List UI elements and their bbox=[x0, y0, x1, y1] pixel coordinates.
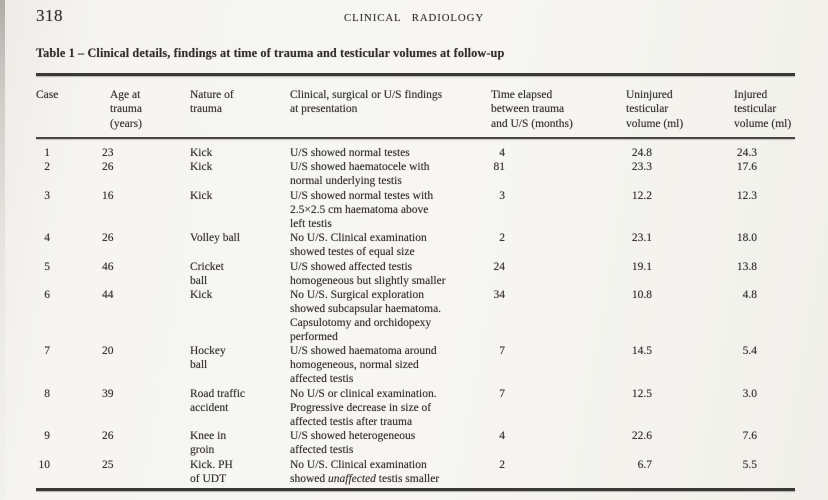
cell-nature: Kick. PH of UDT bbox=[190, 458, 233, 485]
col-header-case: Case bbox=[36, 89, 59, 101]
table-body: 1 23 Kick U/S showed normal testes 4 24.… bbox=[36, 146, 795, 486]
cell-age: 25 bbox=[102, 458, 114, 471]
table-row: 3 16 Kick U/S showed normal testes with 2… bbox=[36, 189, 795, 231]
col-header-nature: Nature of trauma bbox=[190, 89, 234, 116]
cell-injured-volume: 24.3 bbox=[736, 147, 757, 159]
table-row: 7 20 Hockey ball U/S showed haematoma ar… bbox=[36, 344, 795, 386]
table-row: 9 26 Knee in groin U/S showed heterogene… bbox=[36, 429, 795, 457]
cell-time-elapsed: 34 bbox=[493, 288, 506, 301]
cell-time-elapsed: 3 bbox=[499, 189, 505, 202]
cell-nature: Volley ball bbox=[190, 232, 240, 245]
col-header-time-elapsed: Time elapsed between trauma and U/S (mon… bbox=[491, 89, 573, 130]
cell-uninjured-volume: 10.8 bbox=[631, 288, 652, 301]
cell-nature: Kick bbox=[190, 161, 213, 174]
cell-age: 39 bbox=[102, 387, 114, 400]
cell-age: 26 bbox=[102, 232, 114, 245]
cell-age: 23 bbox=[102, 147, 114, 159]
cell-case: 6 bbox=[44, 288, 50, 301]
cell-findings: No U/S. Clinical examination showed teste… bbox=[290, 232, 427, 259]
cell-nature: Hockey ball bbox=[190, 345, 226, 372]
table-bottom-rule bbox=[36, 488, 795, 491]
cell-age: 46 bbox=[102, 260, 114, 273]
cell-injured-volume: 4.8 bbox=[742, 288, 757, 301]
col-header-findings: Clinical, surgical or U/S findings at pr… bbox=[290, 89, 443, 116]
col-header-age: Age at trauma (years) bbox=[110, 89, 142, 130]
cell-uninjured-volume: 24.8 bbox=[631, 147, 652, 159]
cell-nature: Kick bbox=[190, 147, 213, 159]
cell-nature: Knee in groin bbox=[190, 430, 227, 457]
cell-injured-volume: 17.6 bbox=[736, 161, 757, 174]
cell-injured-volume: 13.8 bbox=[736, 260, 757, 273]
cell-time-elapsed: 7 bbox=[499, 345, 505, 358]
cell-case: 1 bbox=[44, 147, 50, 159]
table-row: 4 26 Volley ball No U/S. Clinical examin… bbox=[36, 231, 795, 259]
cell-case: 7 bbox=[44, 345, 50, 358]
table-top-rule bbox=[36, 73, 795, 76]
cell-findings: No U/S. Clinical examination showed unaff… bbox=[290, 458, 440, 485]
cell-time-elapsed: 7 bbox=[499, 387, 505, 400]
cell-time-elapsed: 4 bbox=[499, 147, 505, 159]
table-row: 5 46 Cricket ball U/S showed affected te… bbox=[36, 260, 795, 288]
cell-uninjured-volume: 6.7 bbox=[637, 458, 652, 471]
cell-age: 44 bbox=[102, 288, 114, 301]
table-title: Table 1 – Clinical details, findings at … bbox=[36, 46, 505, 60]
cell-findings: U/S showed heterogeneous affected testis bbox=[290, 430, 416, 457]
cell-injured-volume: 5.4 bbox=[742, 345, 757, 358]
cell-findings: No U/S. Surgical exploration showed subca… bbox=[290, 288, 442, 343]
cell-findings: U/S showed normal testes with 2.5×2.5 cm … bbox=[290, 189, 434, 230]
col-header-uninjured-volume: Uninjured testicular volume (ml) bbox=[626, 89, 684, 130]
cell-case: 8 bbox=[44, 387, 50, 400]
cell-case: 2 bbox=[44, 161, 50, 174]
table-row: 2 26 Kick U/S showed haematocele with nor… bbox=[36, 160, 795, 188]
cell-findings: U/S showed haematocele with normal underl… bbox=[290, 161, 430, 188]
journal-running-head: CLINICAL RADIOLOGY bbox=[343, 12, 485, 24]
cell-time-elapsed: 24 bbox=[493, 260, 506, 273]
cell-uninjured-volume: 23.3 bbox=[631, 161, 652, 174]
cell-age: 26 bbox=[102, 430, 114, 443]
scan-edge-shadow bbox=[0, 0, 5, 500]
table-row: 8 39 Road traffic accident No U/S or cli… bbox=[36, 387, 795, 429]
cell-injured-volume: 3.0 bbox=[742, 387, 757, 400]
cell-case: 4 bbox=[44, 232, 50, 245]
cell-findings: No U/S or clinical examination. Progressi… bbox=[290, 387, 437, 428]
cell-age: 26 bbox=[102, 161, 114, 174]
cell-findings: U/S showed affected testis homogeneous bu… bbox=[290, 260, 446, 287]
cell-case: 5 bbox=[44, 260, 50, 273]
cell-time-elapsed: 4 bbox=[499, 430, 505, 443]
cell-age: 20 bbox=[102, 345, 114, 358]
cell-uninjured-volume: 19.1 bbox=[631, 260, 652, 273]
table-header-rule bbox=[36, 137, 795, 139]
table-header-row: Case Age at trauma (years) Nature of tra… bbox=[36, 88, 795, 131]
cell-findings: U/S showed haematoma around homogeneous, … bbox=[290, 345, 437, 386]
cell-uninjured-volume: 22.6 bbox=[631, 430, 652, 443]
cell-uninjured-volume: 14.5 bbox=[631, 345, 652, 358]
cell-case: 9 bbox=[44, 430, 50, 443]
cell-nature: Kick bbox=[190, 189, 213, 202]
cell-nature: Road traffic accident bbox=[190, 387, 246, 414]
cell-injured-volume: 5.5 bbox=[742, 458, 757, 471]
table-row: 10 25 Kick. PH of UDT No U/S. Clinical e… bbox=[36, 458, 795, 486]
cell-time-elapsed: 2 bbox=[499, 458, 505, 471]
cell-findings: U/S showed normal testes bbox=[290, 147, 410, 159]
table-row: 1 23 Kick U/S showed normal testes 4 24.… bbox=[36, 146, 795, 160]
cell-injured-volume: 12.3 bbox=[736, 189, 757, 202]
cell-age: 16 bbox=[102, 189, 114, 202]
cell-uninjured-volume: 23.1 bbox=[631, 232, 652, 245]
cell-uninjured-volume: 12.2 bbox=[631, 189, 652, 202]
cell-injured-volume: 7.6 bbox=[742, 430, 757, 443]
table-row: 6 44 Kick No U/S. Surgical exploration sh… bbox=[36, 288, 795, 344]
cell-time-elapsed: 2 bbox=[499, 232, 505, 245]
cell-case: 10 bbox=[38, 458, 51, 471]
cell-injured-volume: 18.0 bbox=[736, 232, 757, 245]
page-number: 318 bbox=[36, 6, 63, 25]
col-header-injured-volume: Injured testicular volume (ml) bbox=[734, 89, 792, 130]
cell-nature: Cricket ball bbox=[190, 260, 224, 287]
cell-time-elapsed: 81 bbox=[493, 161, 506, 174]
cell-nature: Kick bbox=[190, 288, 213, 301]
cell-case: 3 bbox=[44, 189, 50, 202]
cell-uninjured-volume: 12.5 bbox=[631, 387, 652, 400]
